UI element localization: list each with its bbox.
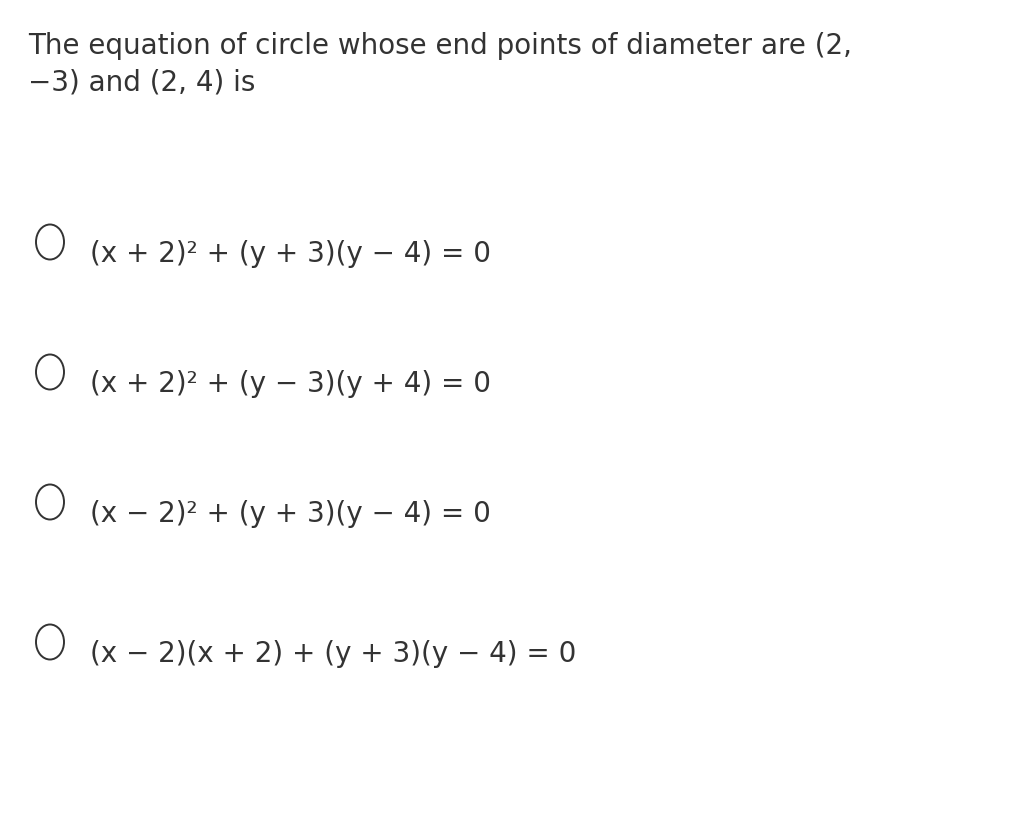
Text: −3) and (2, 4) is: −3) and (2, 4) is <box>28 68 255 96</box>
Text: (x + 2)² + (y − 3)(y + 4) = 0: (x + 2)² + (y − 3)(y + 4) = 0 <box>90 370 490 398</box>
Text: The equation of circle whose end points of diameter are (2,: The equation of circle whose end points … <box>28 32 852 60</box>
Text: (x − 2)² + (y + 3)(y − 4) = 0: (x − 2)² + (y + 3)(y − 4) = 0 <box>90 500 490 528</box>
Text: (x + 2)² + (y + 3)(y − 4) = 0: (x + 2)² + (y + 3)(y − 4) = 0 <box>90 240 490 268</box>
Text: (x − 2)(x + 2) + (y + 3)(y − 4) = 0: (x − 2)(x + 2) + (y + 3)(y − 4) = 0 <box>90 640 577 668</box>
